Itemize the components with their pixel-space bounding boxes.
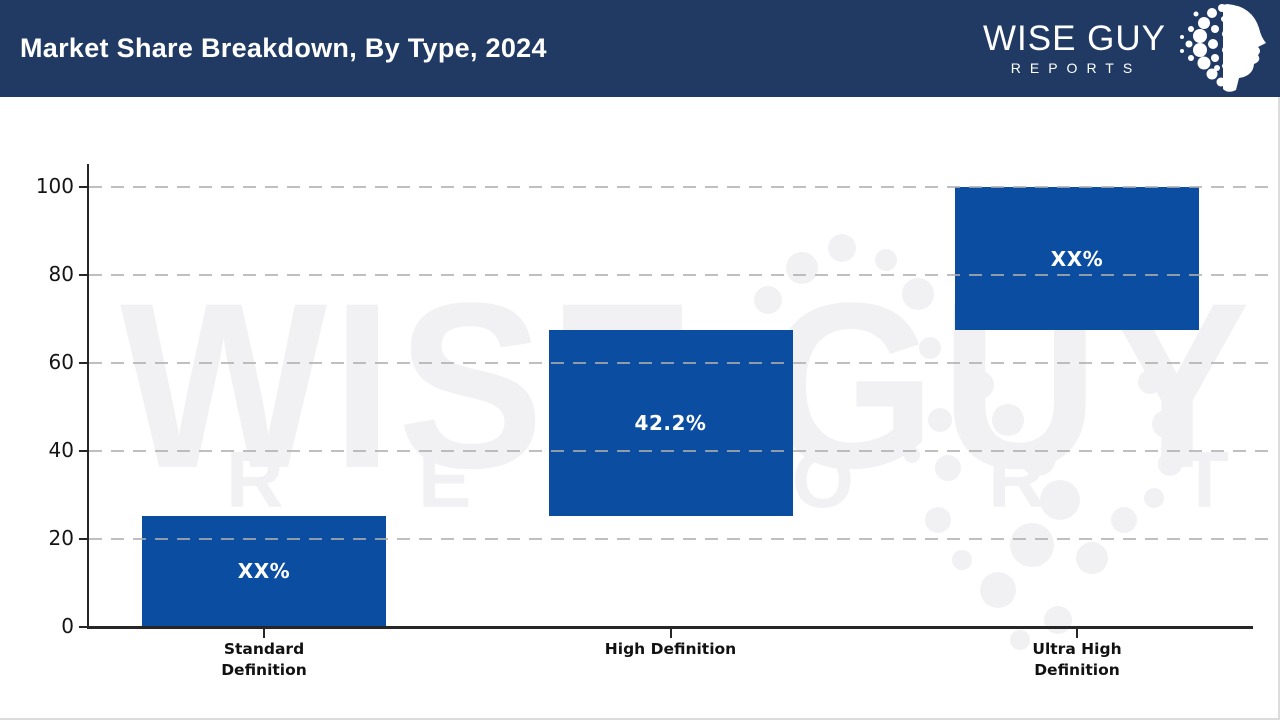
gridline — [89, 538, 1271, 540]
x-tick-label: Standard Definition — [149, 639, 379, 681]
gridline — [89, 274, 1271, 276]
y-tick-label: 80 — [48, 262, 74, 286]
page-title: Market Share Breakdown, By Type, 2024 — [20, 33, 547, 63]
brand-logo-text: WISE GUY REPORTS — [983, 21, 1166, 76]
bar: XX% — [955, 187, 1199, 330]
bar: XX% — [142, 515, 386, 627]
y-tick-mark — [79, 538, 87, 540]
y-tick-label: 40 — [48, 438, 74, 462]
brand-logo: WISE GUY REPORTS — [983, 0, 1270, 98]
x-axis-spine — [87, 626, 1253, 629]
y-tick-mark — [79, 626, 87, 628]
gridline — [89, 362, 1271, 364]
x-tick-label-line: Standard — [223, 640, 305, 658]
y-tick-label: 60 — [48, 350, 74, 374]
gridline — [89, 450, 1271, 452]
x-tick-label: High Definition — [556, 639, 786, 660]
x-tick-label-line: High Definition — [604, 640, 737, 658]
y-tick-mark — [79, 186, 87, 188]
y-tick-mark — [79, 274, 87, 276]
y-tick-label: 20 — [48, 526, 74, 550]
x-tick-label-line: Definition — [1034, 661, 1120, 679]
dotted-face-icon — [1170, 0, 1270, 98]
x-tick-mark — [1076, 629, 1078, 638]
y-tick-mark — [79, 362, 87, 364]
y-axis-spine — [87, 164, 89, 629]
gridline — [89, 186, 1271, 188]
bar-value-label: 42.2% — [634, 410, 707, 435]
x-tick-mark — [263, 629, 265, 638]
x-tick-label-line: Definition — [221, 661, 307, 679]
bar: 42.2% — [548, 330, 793, 516]
brand-name: WISE GUY — [982, 19, 1166, 58]
x-tick-label-line: Ultra High — [1032, 640, 1122, 658]
y-tick-label: 100 — [35, 174, 74, 198]
bar-value-label: XX% — [237, 559, 291, 584]
header-bar: Market Share Breakdown, By Type, 2024 WI… — [0, 0, 1280, 97]
y-tick-label: 0 — [61, 614, 74, 638]
x-tick-mark — [669, 629, 672, 638]
x-tick-label: Ultra High Definition — [962, 639, 1192, 681]
brand-subtitle: REPORTS — [1010, 60, 1142, 76]
y-tick-mark — [79, 450, 87, 452]
bar-value-label: XX% — [1050, 246, 1104, 271]
